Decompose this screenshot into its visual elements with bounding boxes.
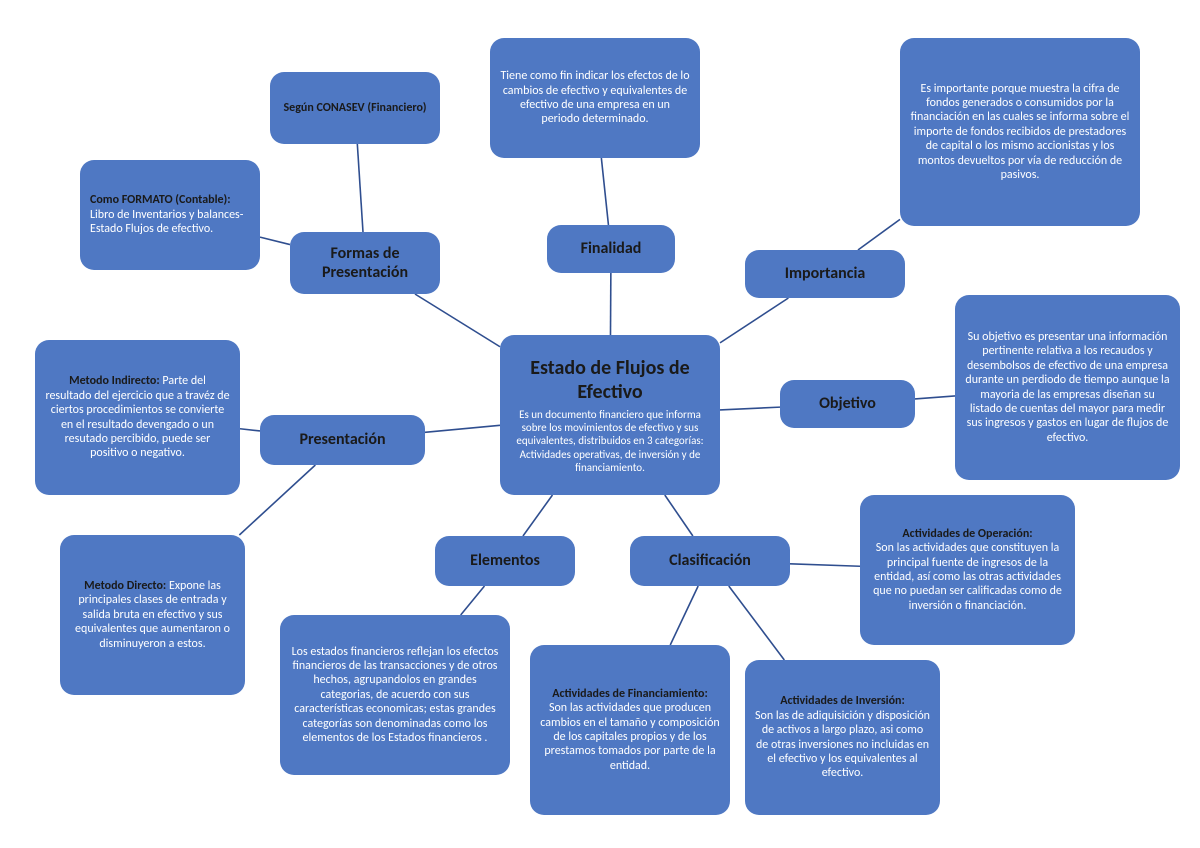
leaf-lead: Según CONASEV (Financiero) [283, 101, 426, 115]
branch-presentacion: Presentación [260, 415, 425, 465]
label: Clasificación [669, 551, 751, 570]
leaf-text: Metodo Directo: Expone las principales c… [70, 579, 235, 651]
connector-line [415, 294, 500, 347]
leaf-lead: Actividades de Financiamiento: [552, 687, 708, 701]
label: Elementos [470, 551, 540, 570]
connector-line [720, 298, 788, 343]
connector-line [915, 396, 955, 399]
branch-importancia: Importancia [745, 250, 905, 298]
connector-line [523, 495, 552, 536]
leaf-finalidad: Tiene como fin indicar los efectos de lo… [490, 38, 700, 158]
connector-line [790, 564, 860, 566]
label: Finalidad [581, 239, 642, 258]
leaf-clas-inversion: Actividades de Inversión:Son las de adiq… [745, 660, 940, 815]
leaf-text: Metodo Indirecto: Parte del resultado de… [45, 374, 230, 460]
connector-line [601, 158, 608, 225]
leaf-text: Tiene como fin indicar los efectos de lo… [500, 69, 690, 127]
leaf-clas-operacion: Actividades de Operación:Son las activid… [860, 495, 1075, 645]
leaf-metodo-directo: Metodo Directo: Expone las principales c… [60, 535, 245, 695]
connector-line [858, 219, 900, 250]
leaf-text: Como FORMATO (Contable): Libro de Invent… [90, 193, 250, 236]
leaf-lead: Actividades de Operación: [902, 527, 1032, 541]
leaf-importancia: Es importante porque muestra la cifra de… [900, 38, 1140, 226]
connector-line [357, 144, 363, 232]
leaf-clas-financ: Actividades de Financiamiento:Son las ac… [530, 645, 730, 815]
leaf-objetivo: Su objetivo es presentar una información… [955, 295, 1180, 480]
connector-line [665, 495, 693, 536]
leaf-metodo-indirecto: Metodo Indirecto: Parte del resultado de… [35, 340, 240, 495]
leaf-text: Su objetivo es presentar una información… [965, 330, 1170, 445]
leaf-elementos: Los estados financieros reflejan los efe… [280, 615, 510, 775]
center-node: Estado de Flujos de Efectivo Es un docum… [500, 335, 720, 495]
leaf-text: Son las actividades que producen cambios… [540, 701, 720, 773]
branch-formas: Formas de Presentación [290, 232, 440, 294]
label: Importancia [785, 264, 866, 283]
center-subtitle: Es un documento financiero que informa s… [510, 408, 710, 474]
leaf-text: Es importante porque muestra la cifra de… [910, 82, 1130, 183]
connector-line [260, 237, 290, 244]
leaf-formas-conasev: Según CONASEV (Financiero) [270, 72, 440, 144]
leaf-text: Son las actividades que constituyen la p… [870, 541, 1065, 613]
connector-line [670, 586, 698, 645]
branch-objetivo: Objetivo [780, 380, 915, 428]
branch-elementos: Elementos [435, 536, 575, 586]
center-title: Estado de Flujos de Efectivo [510, 356, 710, 404]
connector-line [425, 425, 500, 432]
connector-line [239, 465, 315, 535]
branch-finalidad: Finalidad [547, 225, 675, 273]
connector-line [720, 407, 780, 410]
leaf-text: Los estados financieros reflejan los efe… [290, 645, 500, 746]
connector-line [729, 586, 785, 660]
branch-clasificacion: Clasificación [630, 536, 790, 586]
connector-line [461, 586, 485, 615]
leaf-formas-formato: Como FORMATO (Contable): Libro de Invent… [80, 160, 260, 270]
leaf-lead: Actividades de Inversión: [780, 694, 905, 708]
label: Presentación [299, 430, 385, 449]
label: Formas de Presentación [300, 244, 430, 282]
leaf-text: Son las de adiquisición y disposición de… [755, 709, 930, 781]
connector-line [240, 429, 260, 431]
label: Objetivo [819, 394, 876, 413]
